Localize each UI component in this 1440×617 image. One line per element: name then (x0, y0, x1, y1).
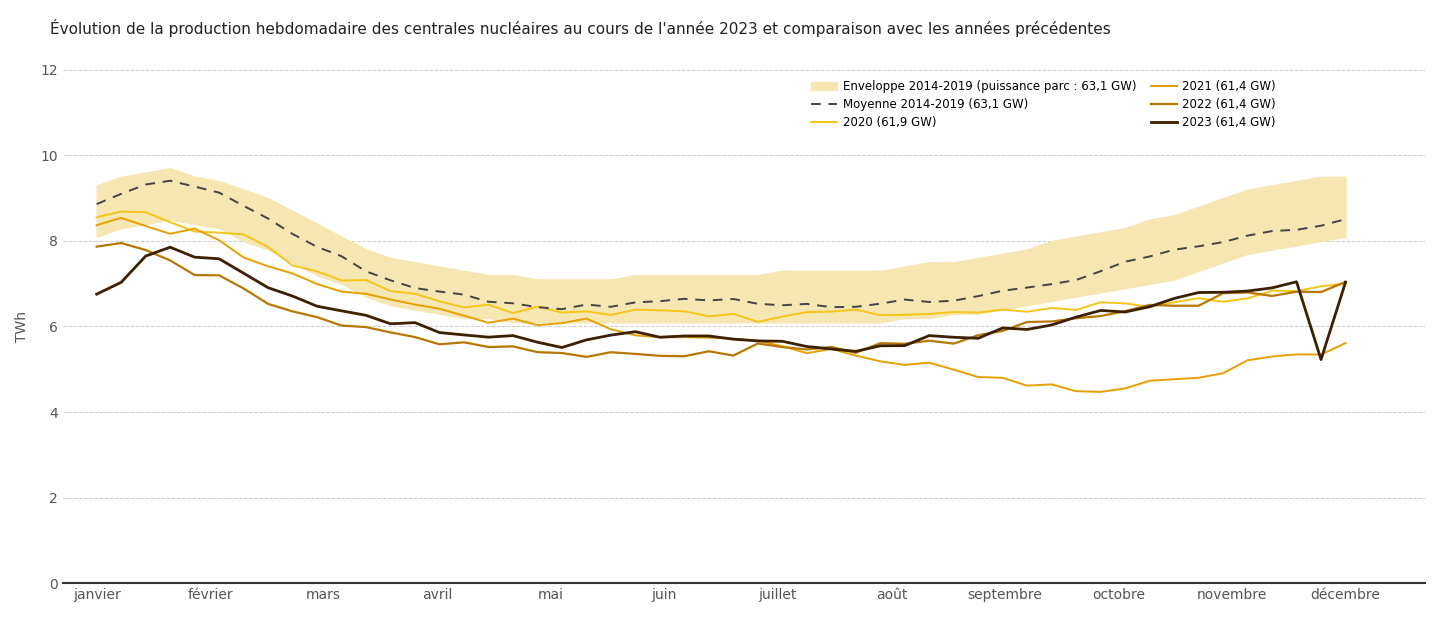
Legend: Enveloppe 2014-2019 (puissance parc : 63,1 GW), Moyenne 2014-2019 (63,1 GW), 202: Enveloppe 2014-2019 (puissance parc : 63… (806, 76, 1280, 134)
Text: Évolution de la production hebdomadaire des centrales nucléaires au cours de l'a: Évolution de la production hebdomadaire … (50, 19, 1112, 36)
Y-axis label: TWh: TWh (14, 311, 29, 342)
